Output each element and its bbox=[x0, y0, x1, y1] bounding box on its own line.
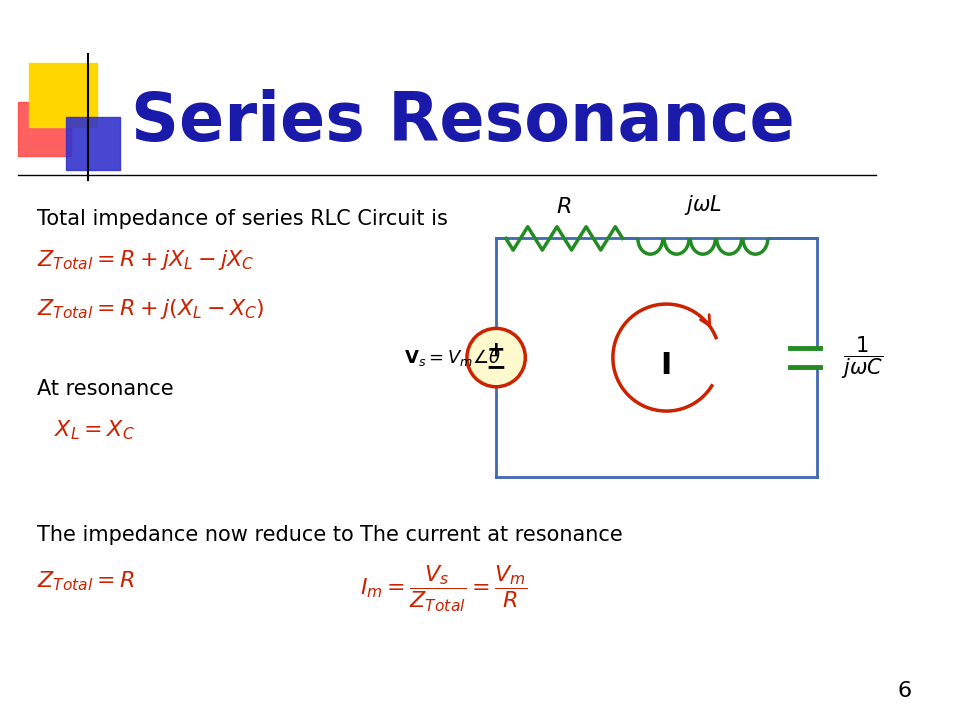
Bar bbox=[17, 102, 71, 156]
Text: $I_m = \dfrac{V_s}{Z_{Total}} = \dfrac{V_m}{R}$: $I_m = \dfrac{V_s}{Z_{Total}} = \dfrac{V… bbox=[360, 564, 528, 614]
Text: R: R bbox=[557, 197, 572, 217]
Text: Total impedance of series RLC Circuit is: Total impedance of series RLC Circuit is bbox=[37, 210, 448, 229]
Text: $Z_{Total} = R$: $Z_{Total} = R$ bbox=[37, 569, 135, 593]
Text: 6: 6 bbox=[898, 680, 912, 701]
Text: I: I bbox=[660, 351, 672, 380]
Bar bbox=[29, 63, 97, 127]
Text: −: − bbox=[486, 355, 507, 379]
Text: $Z_{Total} = R + jX_L - jX_C$: $Z_{Total} = R + jX_L - jX_C$ bbox=[37, 248, 254, 272]
Text: Series Resonance: Series Resonance bbox=[132, 89, 795, 155]
Text: The current at resonance: The current at resonance bbox=[360, 526, 623, 545]
Text: $X_L = X_C$: $X_L = X_C$ bbox=[54, 418, 134, 442]
Text: $\mathbf{V}_s = V_m \angle\theta$: $\mathbf{V}_s = V_m \angle\theta$ bbox=[404, 347, 501, 368]
Text: +: + bbox=[487, 340, 506, 360]
Text: $j\omega L$: $j\omega L$ bbox=[684, 193, 722, 217]
Text: $Z_{Total} = R + j(X_L - X_C)$: $Z_{Total} = R + j(X_L - X_C)$ bbox=[37, 297, 265, 321]
Bar bbox=[66, 117, 120, 171]
Text: At resonance: At resonance bbox=[37, 379, 174, 400]
Text: The impedance now reduce to: The impedance now reduce to bbox=[37, 526, 353, 545]
Text: $\dfrac{1}{j\omega C}$: $\dfrac{1}{j\omega C}$ bbox=[842, 334, 884, 381]
Circle shape bbox=[467, 328, 525, 387]
